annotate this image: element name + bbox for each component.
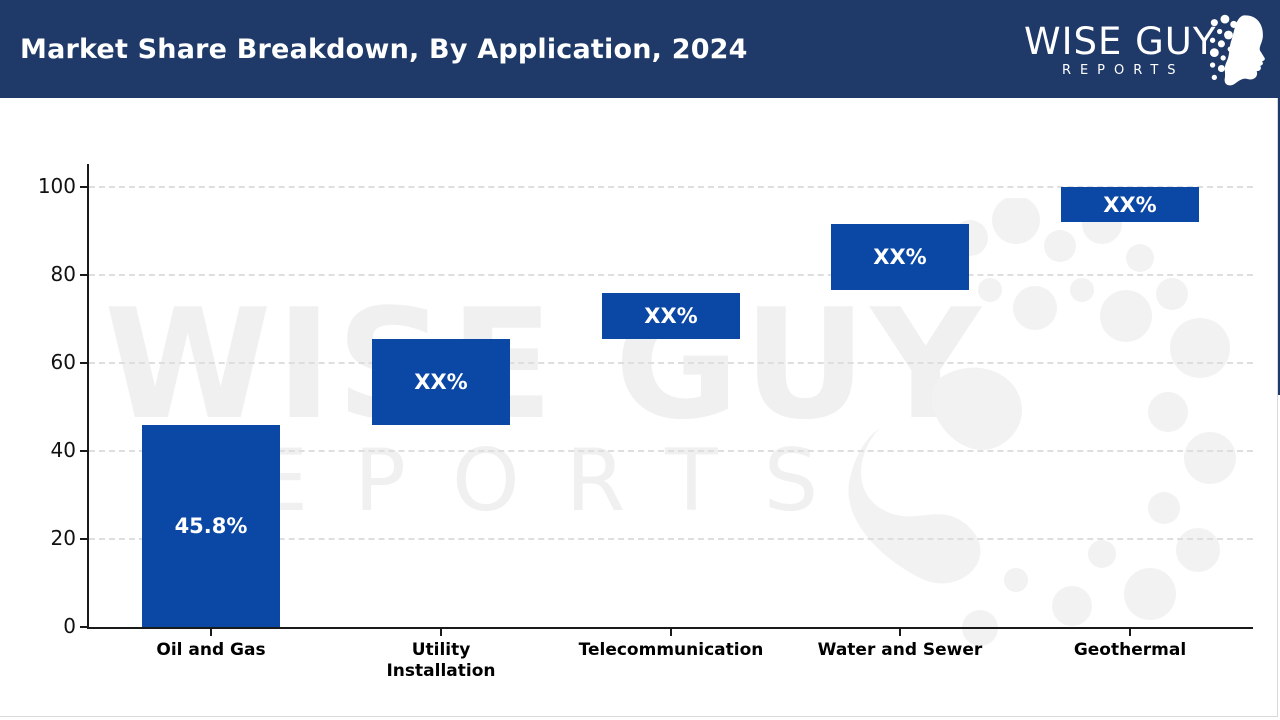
x-tickmark-3 — [899, 629, 901, 636]
y-tick-label-100: 100 — [37, 174, 76, 198]
x-tickmark-2 — [670, 629, 672, 636]
bar-utility-installation: XX% — [372, 338, 510, 425]
header-banner: Market Share Breakdown, By Application, … — [0, 0, 1280, 98]
bar-value-label: 45.8% — [174, 514, 248, 539]
bar-geothermal: XX% — [1061, 187, 1199, 223]
y-tickmark-60 — [80, 362, 87, 364]
x-tickmark-0 — [210, 629, 212, 636]
chart-title: Market Share Breakdown, By Application, … — [20, 33, 748, 65]
page-border-bottom — [0, 716, 1278, 717]
x-axis-line — [87, 627, 1253, 629]
x-category-label-1: Utility Installation — [386, 640, 496, 681]
x-category-label-2: Telecommunication — [578, 640, 764, 660]
x-category-label-4: Geothermal — [1073, 640, 1187, 660]
x-category-label-0: Oil and Gas — [156, 640, 266, 660]
logo-subtitle: REPORTS — [1061, 62, 1185, 78]
x-tickmark-1 — [440, 629, 442, 636]
chart-area: WISE GUY REPORTS 0 20 40 60 80 100 45.8% XX% XX%… — [0, 98, 1280, 720]
bar-value-label: XX% — [644, 303, 698, 328]
x-category-label-3: Water and Sewer — [817, 640, 983, 660]
x-tickmark-4 — [1129, 629, 1131, 636]
gridline-100 — [89, 186, 1253, 188]
y-tickmark-0 — [80, 626, 87, 628]
y-tick-label-0: 0 — [63, 614, 76, 638]
logo-wordmark-block: WISE GUY REPORTS — [1024, 19, 1217, 78]
logo-wordmark: WISE GUY — [1024, 19, 1217, 63]
bar-value-label: XX% — [414, 369, 468, 394]
y-axis-line — [87, 164, 89, 628]
y-tickmark-80 — [80, 274, 87, 276]
bar-oil-and-gas: 45.8% — [142, 425, 280, 627]
y-tick-label-80: 80 — [50, 262, 76, 286]
y-tickmark-40 — [80, 450, 87, 452]
bar-water-and-sewer: XX% — [831, 224, 969, 291]
plot-region: 0 20 40 60 80 100 45.8% XX% XX% XX% XX% Oil and Gas… — [0, 98, 1280, 720]
y-tick-label-60: 60 — [50, 350, 76, 374]
gridline-60 — [89, 362, 1253, 364]
watermark-wordmark: WISE GUY — [104, 276, 985, 453]
bar-value-label: XX% — [1103, 192, 1157, 217]
gridline-80 — [89, 274, 1253, 276]
logo-head-icon — [1210, 14, 1266, 86]
gridline-40 — [89, 450, 1253, 452]
page-edge-accent — [1278, 0, 1280, 395]
y-tickmark-100 — [80, 186, 87, 188]
y-tick-label-40: 40 — [50, 438, 76, 462]
wiseguy-logo: WISE GUY REPORTS — [1016, 8, 1266, 92]
bar-telecommunication: XX% — [602, 292, 740, 339]
page-border-right — [1277, 98, 1278, 717]
y-tickmark-20 — [80, 538, 87, 540]
y-tick-label-20: 20 — [50, 526, 76, 550]
bar-value-label: XX% — [873, 245, 927, 270]
gridline-20 — [89, 538, 1253, 540]
